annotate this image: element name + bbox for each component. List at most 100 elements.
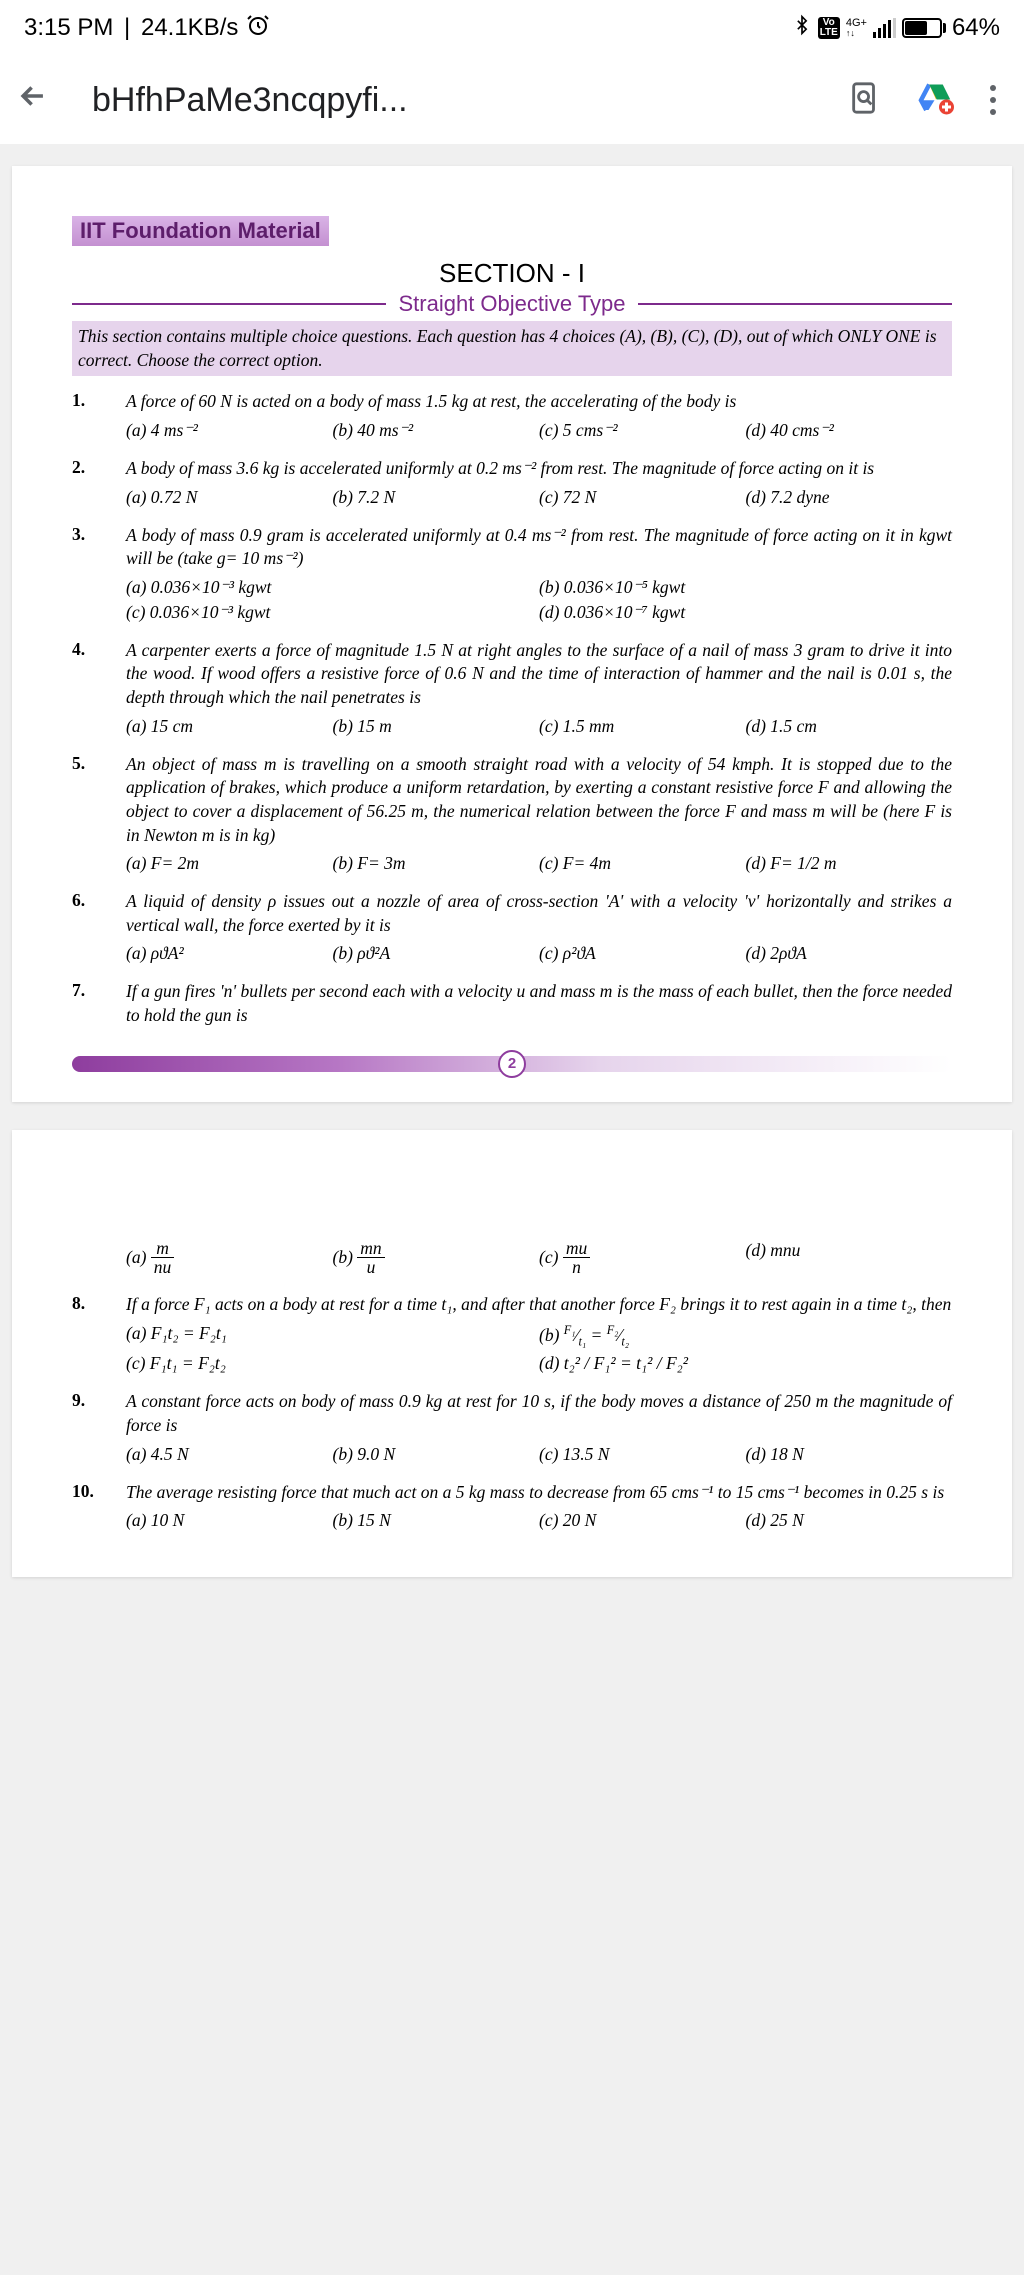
option-b: (b) 7.2 N <box>333 485 540 510</box>
status-sep: | <box>117 14 137 42</box>
q-stem: A force of 60 N is acted on a body of ma… <box>126 390 952 414</box>
question-list-2: (a) mnu (b) mnu (c) mun (d) mnu 8. If a … <box>72 1234 952 1534</box>
option-d: (d) 0.036×10⁻⁷ kgwt <box>539 600 952 625</box>
option-a: (a) 4.5 N <box>126 1442 333 1467</box>
content-area: IIT Foundation Material SECTION - I Stra… <box>0 144 1024 1599</box>
q-number: 10. <box>72 1481 100 1534</box>
network-4g-icon: 4G+ ↑↓ <box>846 18 867 38</box>
battery-percent: 64% <box>952 14 1000 42</box>
question-7: 7. If a gun fires 'n' bullets per second… <box>72 980 952 1027</box>
option-d: (d) 2ρϑA <box>746 941 953 966</box>
subtitle: Straight Objective Type <box>398 291 625 317</box>
option-c: (c) mun <box>539 1238 746 1280</box>
q-number: 8. <box>72 1293 100 1376</box>
back-button[interactable] <box>16 79 50 122</box>
option-d: (d) t₂² / F₁² = t₁² / F₂² <box>539 1351 952 1376</box>
battery-icon <box>902 18 946 38</box>
page-footer: 2 <box>72 1056 952 1072</box>
option-c: (c) 20 N <box>539 1508 746 1533</box>
app-bar: bHfhPaMe3ncqpyfi... <box>0 56 1024 144</box>
bluetooth-icon <box>792 12 812 45</box>
footer-bar: 2 <box>72 1056 952 1072</box>
option-b: (b) F= 3m <box>333 851 540 876</box>
header-label: IIT Foundation Material <box>72 216 329 246</box>
option-a: (a) F= 2m <box>126 851 333 876</box>
alarm-icon <box>246 13 270 44</box>
question-10: 10. The average resisting force that muc… <box>72 1481 952 1534</box>
option-a: (a) 10 N <box>126 1508 333 1533</box>
divider-left <box>72 303 386 305</box>
document-page-2: (a) mnu (b) mnu (c) mun (d) mnu 8. If a … <box>12 1130 1012 1578</box>
page-number: 2 <box>498 1050 526 1078</box>
option-a: (a) ρϑA² <box>126 941 333 966</box>
q-stem: A body of mass 3.6 kg is accelerated uni… <box>126 457 952 481</box>
option-c: (c) 1.5 mm <box>539 714 746 739</box>
option-b: (b) 0.036×10⁻⁵ kgwt <box>539 575 952 600</box>
question-3: 3. A body of mass 0.9 gram is accelerate… <box>72 524 952 625</box>
option-a: (a) 0.72 N <box>126 485 333 510</box>
q-number: 5. <box>72 753 100 877</box>
q-stem: A carpenter exerts a force of magnitude … <box>126 639 952 710</box>
option-b: (b) mnu <box>333 1238 540 1280</box>
option-a: (a) mnu <box>126 1238 333 1280</box>
question-2: 2. A body of mass 3.6 kg is accelerated … <box>72 457 952 510</box>
option-a: (a) 15 cm <box>126 714 333 739</box>
status-left: 3:15 PM | 24.1KB/s <box>24 13 270 44</box>
q-number: 6. <box>72 890 100 966</box>
option-b: (b) 15 N <box>333 1508 540 1533</box>
question-6: 6. A liquid of density ρ issues out a no… <box>72 890 952 966</box>
more-menu-icon[interactable] <box>990 85 996 115</box>
status-bar: 3:15 PM | 24.1KB/s VoLTE 4G+ ↑↓ 64% <box>0 0 1024 56</box>
option-b: (b) 9.0 N <box>333 1442 540 1467</box>
q-number: 7. <box>72 980 100 1027</box>
q-stem: If a gun fires 'n' bullets per second ea… <box>126 980 952 1027</box>
option-b: (b) ρϑ²A <box>333 941 540 966</box>
q-stem: A body of mass 0.9 gram is accelerated u… <box>126 524 952 571</box>
option-c: (c) F= 4m <box>539 851 746 876</box>
option-a: (a) F₁t₂ = F₂t₁ <box>126 1321 539 1351</box>
search-in-page-icon[interactable] <box>848 81 882 120</box>
question-4: 4. A carpenter exerts a force of magnitu… <box>72 639 952 739</box>
question-1: 1. A force of 60 N is acted on a body of… <box>72 390 952 443</box>
document-page-1: IIT Foundation Material SECTION - I Stra… <box>12 166 1012 1102</box>
option-b: (b) 40 ms⁻² <box>333 418 540 443</box>
option-b: (b) F₁⁄t₁ = F₂⁄t₂ <box>539 1321 952 1351</box>
option-c: (c) 5 cms⁻² <box>539 418 746 443</box>
question-7-options: (a) mnu (b) mnu (c) mun (d) mnu <box>72 1234 952 1280</box>
question-9: 9. A constant force acts on body of mass… <box>72 1390 952 1466</box>
option-b: (b) 15 m <box>333 714 540 739</box>
section-title: SECTION - I <box>72 258 952 289</box>
status-time: 3:15 PM <box>24 14 113 42</box>
q-number: 9. <box>72 1390 100 1466</box>
question-list: 1. A force of 60 N is acted on a body of… <box>72 390 952 1027</box>
option-d: (d) 25 N <box>746 1508 953 1533</box>
q-number: 4. <box>72 639 100 739</box>
option-c: (c) ρ²ϑA <box>539 941 746 966</box>
document-title: bHfhPaMe3ncqpyfi... <box>74 81 824 120</box>
option-d: (d) 40 cms⁻² <box>746 418 953 443</box>
question-8: 8. If a force F₁ acts on a body at rest … <box>72 1293 952 1376</box>
q-stem: The average resisting force that much ac… <box>126 1481 952 1505</box>
option-d: (d) mnu <box>746 1238 953 1280</box>
q-number <box>72 1234 100 1280</box>
option-c: (c) 72 N <box>539 485 746 510</box>
option-a: (a) 4 ms⁻² <box>126 418 333 443</box>
drive-add-icon[interactable] <box>918 80 954 121</box>
q-stem: A constant force acts on body of mass 0.… <box>126 1390 952 1437</box>
status-right: VoLTE 4G+ ↑↓ 64% <box>792 12 1000 45</box>
option-c: (c) 13.5 N <box>539 1442 746 1467</box>
q-stem: If a force F₁ acts on a body at rest for… <box>126 1293 952 1317</box>
option-c: (c) 0.036×10⁻³ kgwt <box>126 600 539 625</box>
toolbar <box>848 80 1008 121</box>
q-stem: An object of mass m is travelling on a s… <box>126 753 952 848</box>
option-d: (d) F= 1/2 m <box>746 851 953 876</box>
question-5: 5. An object of mass m is travelling on … <box>72 753 952 877</box>
subtitle-row: Straight Objective Type <box>72 291 952 317</box>
option-a: (a) 0.036×10⁻³ kgwt <box>126 575 539 600</box>
q-number: 3. <box>72 524 100 625</box>
signal-icon <box>873 18 896 38</box>
option-d: (d) 1.5 cm <box>746 714 953 739</box>
option-c: (c) F₁t₁ = F₂t₂ <box>126 1351 539 1376</box>
q-number: 1. <box>72 390 100 443</box>
option-d: (d) 7.2 dyne <box>746 485 953 510</box>
